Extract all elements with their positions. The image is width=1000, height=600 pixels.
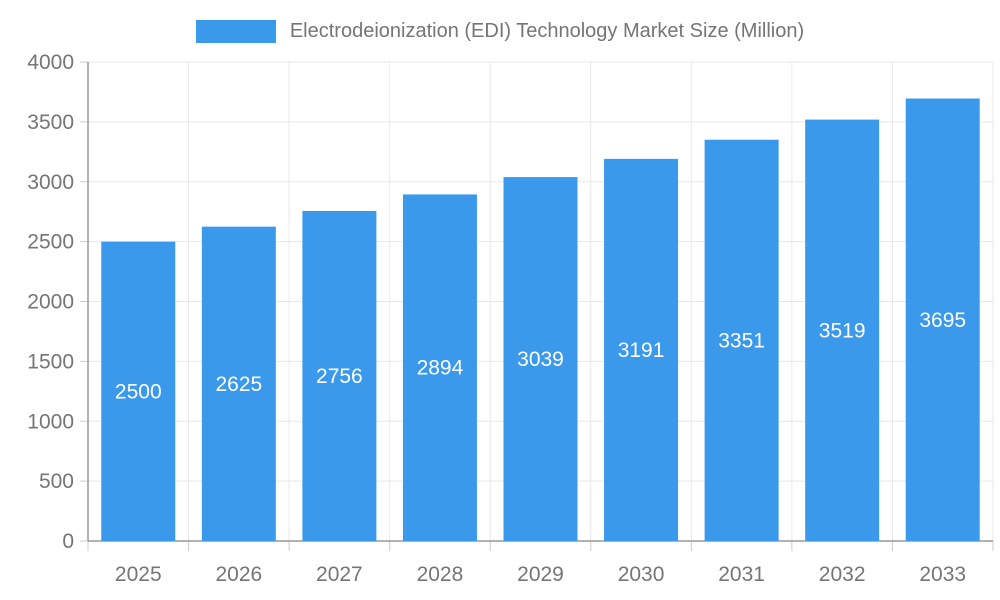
bar-value-label: 2894 — [417, 357, 464, 380]
y-tick-label: 2500 — [27, 231, 74, 254]
x-tick-label: 2029 — [517, 563, 564, 586]
bar[interactable] — [805, 119, 880, 541]
bar-value-label: 3519 — [819, 319, 866, 342]
y-tick-label: 3000 — [27, 171, 74, 194]
y-tick-label: 1000 — [27, 410, 74, 433]
x-tick-label: 2028 — [417, 563, 464, 586]
bar[interactable] — [101, 241, 176, 542]
y-tick-label: 500 — [39, 470, 74, 493]
y-tick-label: 0 — [62, 530, 74, 553]
bar-value-label: 2756 — [316, 365, 363, 388]
bar-value-label: 3695 — [919, 309, 966, 332]
bar-value-label: 3039 — [517, 348, 564, 371]
bar[interactable] — [604, 158, 679, 541]
y-tick-label: 3500 — [27, 111, 74, 134]
bar-value-label: 3191 — [618, 339, 665, 362]
legend-swatch — [195, 19, 276, 43]
y-tick-label: 4000 — [27, 51, 74, 74]
y-tick-label: 1500 — [27, 350, 74, 373]
x-tick-label: 2030 — [618, 563, 665, 586]
chart-legend[interactable]: Electrodeionization (EDI) Technology Mar… — [0, 17, 1000, 45]
x-tick-label: 2025 — [115, 563, 162, 586]
bar-value-label: 2500 — [115, 380, 162, 403]
bar[interactable] — [402, 194, 477, 541]
bar-value-label: 2625 — [215, 373, 262, 396]
y-tick-label: 2000 — [27, 291, 74, 314]
x-tick-label: 2026 — [215, 563, 262, 586]
bar[interactable] — [201, 226, 276, 541]
x-tick-label: 2032 — [819, 563, 866, 586]
bar[interactable] — [704, 139, 779, 541]
legend-label: Electrodeionization (EDI) Technology Mar… — [289, 19, 805, 42]
x-tick-label: 2033 — [919, 563, 966, 586]
bar[interactable] — [503, 177, 578, 541]
bar[interactable] — [905, 98, 980, 542]
bar[interactable] — [302, 210, 377, 541]
bar-value-label: 3351 — [718, 329, 765, 352]
x-tick-label: 2031 — [718, 563, 765, 586]
x-tick-label: 2027 — [316, 563, 363, 586]
